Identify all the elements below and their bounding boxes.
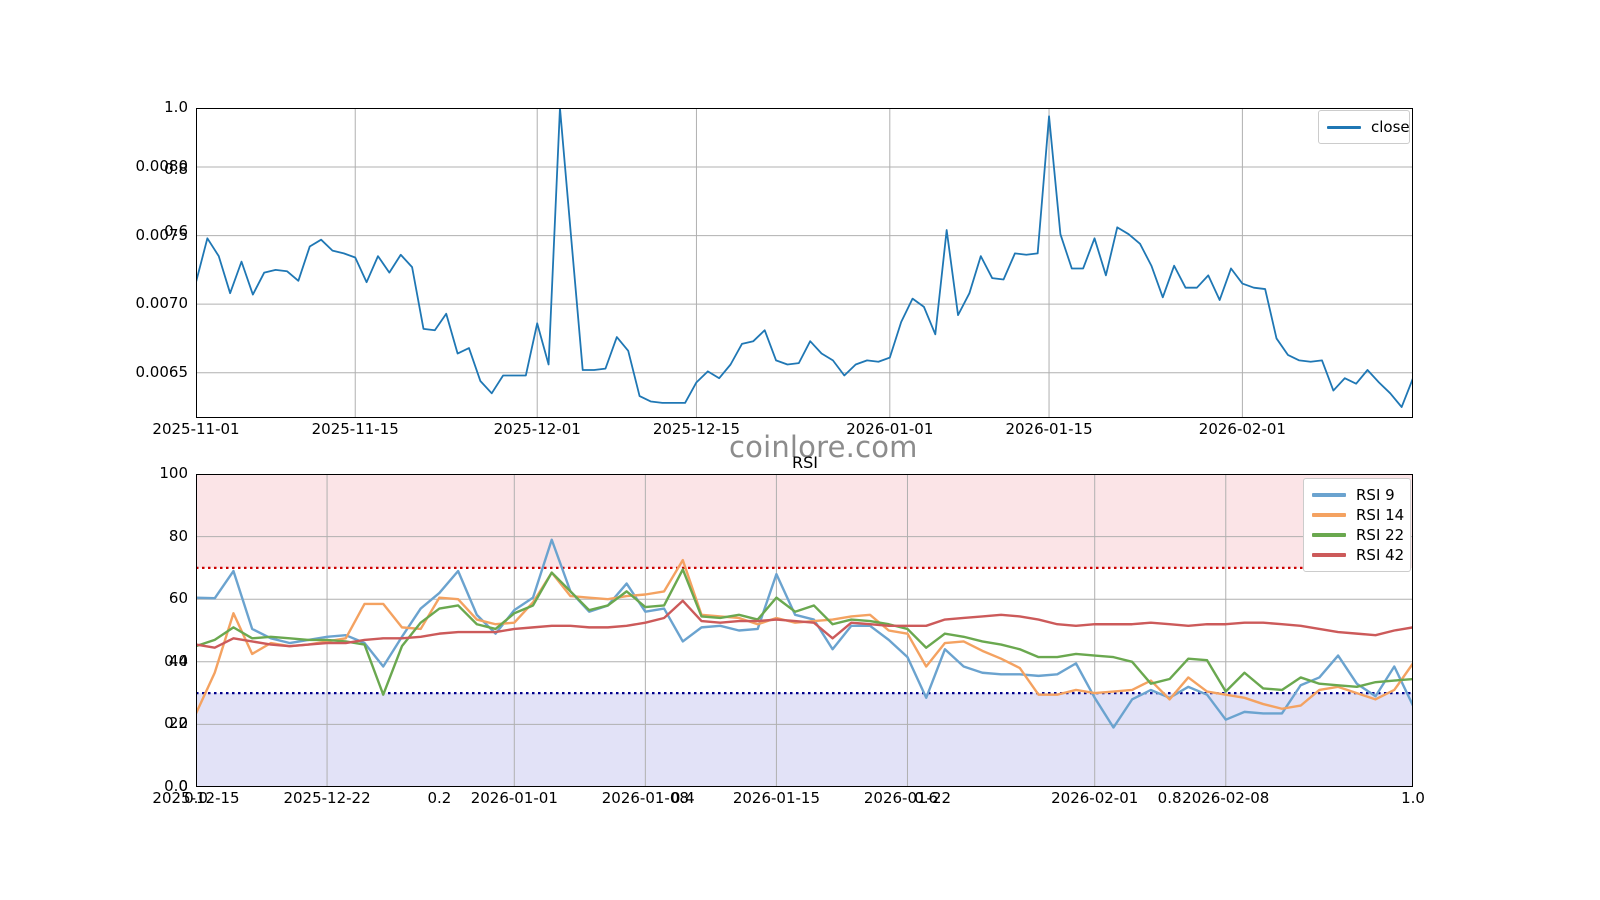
legend-label-rsi-14: RSI 14 [1356,506,1405,524]
rsi-secondary-x-tick-1.0: 1.0 [1401,789,1425,807]
rsi-secondary-x-tick-0.4: 0.4 [670,789,695,807]
price-x-tick-2026-02-01: 2026-02-01 [1198,420,1286,438]
rsi-legend-item-rsi-42[interactable]: RSI 42 [1312,545,1404,565]
rsi-secondary-y-tick-0.4: 0.4 [164,651,188,670]
rsi-x-tick-2026-01-22: 2026-01-22 [863,789,952,807]
rsi-legend: RSI 9 RSI 14 RSI 22 RSI 42 [1303,478,1411,572]
rsi-y-tick-40: 40 [168,651,188,670]
legend-label-rsi-22: RSI 22 [1356,526,1405,544]
rsi-line-rsi-22 [196,568,1413,696]
legend-label-close: close [1371,118,1410,136]
rsi-line-rsi-9 [196,538,1413,729]
rsi-secondary-x-tick-0.0: 0.0 [184,789,208,807]
price-y-tick-0.0070: 0.0070 [135,294,189,313]
rsi-y-tick-80: 80 [168,526,188,545]
rsi-secondary-x-tick-0.2: 0.2 [427,789,452,807]
rsi-secondary-x-tick-0.6: 0.6 [914,789,939,807]
rsi-line-rsi-14 [196,558,1413,715]
rsi-secondary-y-tick-0.2: 0.2 [164,714,188,733]
legend-swatch-rsi-9 [1312,493,1346,497]
price-plot-area [196,108,1413,418]
rsi-x-tick-2026-01-01: 2026-01-01 [470,789,558,807]
price-y-tick-0.0065: 0.0065 [135,362,189,381]
legend-swatch-rsi-22 [1312,533,1346,537]
legend-swatch-close [1327,125,1361,129]
rsi-x-tick-2025-12-22: 2025-12-22 [283,789,371,807]
rsi-legend-item-rsi-9[interactable]: RSI 9 [1312,485,1400,505]
price-x-tick-2025-11-01: 2025-11-01 [152,420,240,438]
price-y-tick-0.0080: 0.0080 [135,156,189,175]
rsi-oversold-band [196,693,1413,787]
rsi-y-tick-60: 60 [168,589,188,608]
rsi-y-tick-0: 0 [178,777,188,795]
rsi-line-rsi-42 [196,599,1413,649]
price-x-tick-2025-12-15: 2025-12-15 [652,420,741,438]
close-price-line [196,108,1413,408]
price-secondary-y-tick-0.6: 0.6 [164,222,188,240]
rsi-overbought-band [196,474,1413,568]
rsi-y-tick-20: 20 [168,714,188,733]
legend-label-rsi-42: RSI 42 [1356,546,1405,564]
rsi-chart-panel [196,474,1413,787]
coinlore-watermark: coinlore.com [729,430,918,464]
rsi-legend-item-rsi-22[interactable]: RSI 22 [1312,525,1404,545]
rsi-secondary-y-tick-0.0: 0.0 [164,777,188,795]
rsi-legend-item-rsi-14[interactable]: RSI 14 [1312,505,1404,525]
price-secondary-y-tick-0.8: 0.8 [164,160,188,178]
rsi-secondary-x-tick-0.8: 0.8 [1157,789,1182,807]
legend-swatch-rsi-14 [1312,513,1346,517]
rsi-y-tick-100: 100 [159,464,188,482]
rsi-x-tick-2026-02-08: 2026-02-08 [1182,789,1270,807]
price-legend-item-close[interactable]: close [1327,117,1410,137]
rsi-plot-area [196,474,1413,787]
price-chart-panel [196,108,1413,418]
price-x-tick-2026-01-15: 2026-01-15 [1005,420,1093,438]
rsi-panel-title: RSI [792,453,818,472]
rsi-x-tick-2026-01-15: 2026-01-15 [732,789,820,807]
price-y-tick-0.0075: 0.0075 [135,225,189,244]
price-x-tick-2025-12-01: 2025-12-01 [493,420,581,438]
price-secondary-y-tick-1.0: 1.0 [164,98,188,116]
price-x-tick-2026-01-01: 2026-01-01 [846,420,934,438]
rsi-panel-border [196,474,1413,787]
rsi-x-tick-2026-01-08: 2026-01-08 [601,789,689,807]
price-legend: close [1318,110,1410,144]
rsi-x-tick-2025-12-15: 2025-12-15 [152,789,240,807]
legend-swatch-rsi-42 [1312,553,1346,557]
price-panel-border [196,108,1413,418]
rsi-x-tick-2026-02-01: 2026-02-01 [1051,789,1139,807]
price-x-tick-2025-11-15: 2025-11-15 [311,420,399,438]
legend-label-rsi-9: RSI 9 [1356,486,1395,504]
